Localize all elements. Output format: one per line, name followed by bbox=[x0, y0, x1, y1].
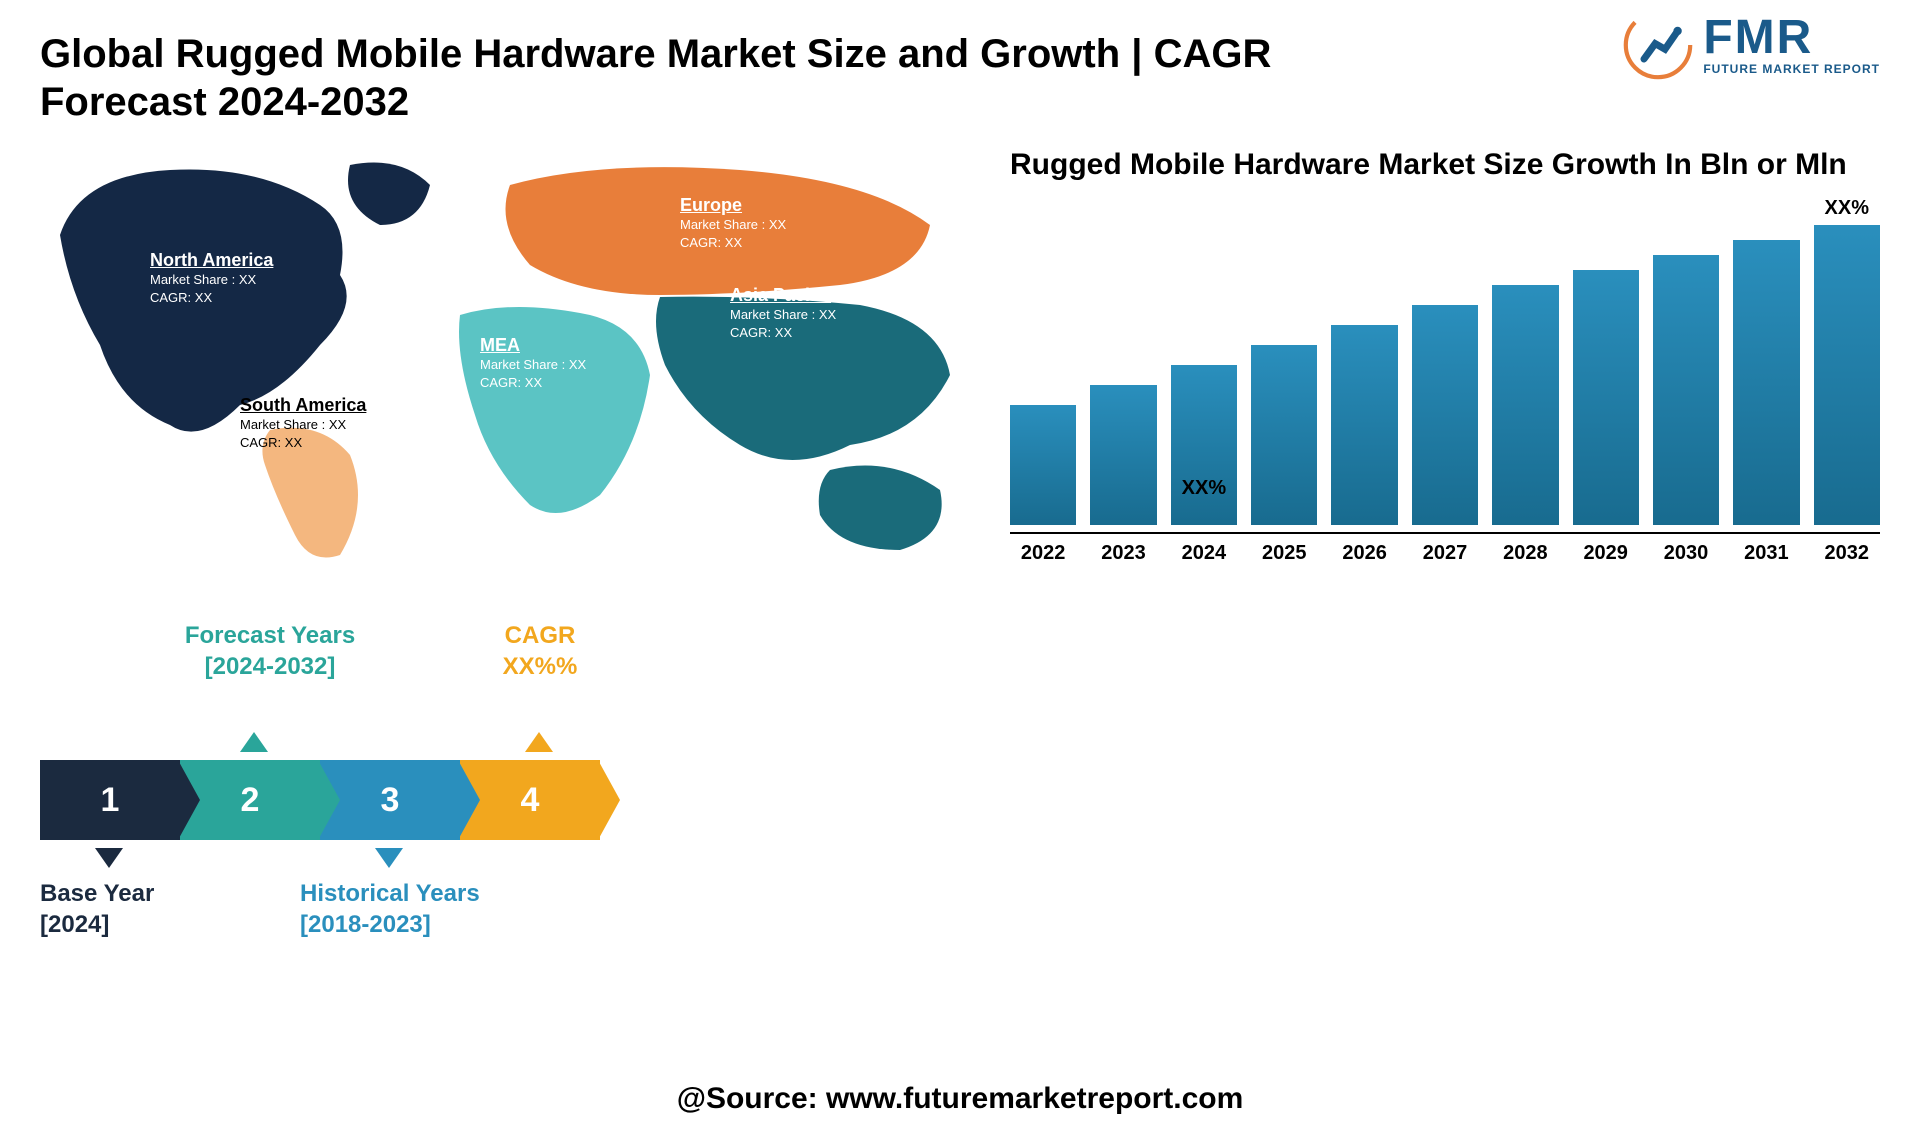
bar-rect bbox=[1814, 225, 1880, 525]
tl-arrow bbox=[458, 760, 480, 840]
region-sa-cagr: CAGR: XX bbox=[240, 434, 366, 452]
bar-rect bbox=[1733, 240, 1799, 525]
tl-arrow bbox=[318, 760, 340, 840]
tl-hist-l1: Historical Years bbox=[300, 880, 480, 907]
region-na-cagr: CAGR: XX bbox=[150, 289, 273, 307]
region-label-ap: Asia Pacific Market Share : XX CAGR: XX bbox=[730, 285, 836, 342]
bar-2026 bbox=[1331, 325, 1397, 525]
source-footer: @Source: www.futuremarketreport.com bbox=[0, 1082, 1920, 1116]
xaxis-year: 2025 bbox=[1251, 534, 1317, 565]
tl-ptr-historical bbox=[375, 848, 403, 868]
xaxis-year: 2026 bbox=[1331, 534, 1397, 565]
tl-cagr-l2: XX%% bbox=[503, 653, 578, 680]
xaxis-year: 2032 bbox=[1814, 534, 1880, 565]
xaxis-year: 2028 bbox=[1492, 534, 1558, 565]
region-mea-share: Market Share : XX bbox=[480, 356, 586, 374]
tl-seg-4: 4 bbox=[460, 760, 600, 840]
tl-arrow bbox=[178, 760, 200, 840]
region-na-name: North America bbox=[150, 250, 273, 271]
tl-forecast-l1: Forecast Years bbox=[185, 622, 355, 649]
bar-2031 bbox=[1733, 240, 1799, 525]
region-eu-cagr: CAGR: XX bbox=[680, 234, 786, 252]
tl-label-base: Base Year [2024] bbox=[40, 878, 240, 940]
xaxis-year: 2027 bbox=[1412, 534, 1478, 565]
brand-logo: FMR FUTURE MARKET REPORT bbox=[1623, 10, 1880, 80]
region-label-sa: South America Market Share : XX CAGR: XX bbox=[240, 395, 366, 452]
bar-rect bbox=[1573, 270, 1639, 525]
xaxis-year: 2029 bbox=[1573, 534, 1639, 565]
tl-seg-3: 3 bbox=[320, 760, 460, 840]
bar-2030 bbox=[1653, 255, 1719, 525]
region-label-eu: Europe Market Share : XX CAGR: XX bbox=[680, 195, 786, 252]
spyglass-icon bbox=[1623, 10, 1693, 80]
bar-2024: XX% bbox=[1171, 365, 1237, 525]
region-ap-name: Asia Pacific bbox=[730, 285, 836, 306]
page-title: Global Rugged Mobile Hardware Market Siz… bbox=[40, 30, 1440, 126]
years-timeline: Forecast Years [2024-2032] CAGR XX%% 123… bbox=[40, 620, 600, 980]
bar-rect bbox=[1171, 365, 1237, 525]
tl-arrow bbox=[598, 760, 620, 840]
tl-ptr-forecast bbox=[240, 732, 268, 752]
region-mea-name: MEA bbox=[480, 335, 586, 356]
region-ap-share: Market Share : XX bbox=[730, 306, 836, 324]
bar-rect bbox=[1010, 405, 1076, 525]
tl-label-historical: Historical Years [2018-2023] bbox=[300, 878, 540, 940]
xaxis-year: 2031 bbox=[1733, 534, 1799, 565]
bar-2022 bbox=[1010, 405, 1076, 525]
logo-text-sub: FUTURE MARKET REPORT bbox=[1703, 62, 1880, 76]
growth-bar-chart: Rugged Mobile Hardware Market Size Growt… bbox=[1010, 145, 1880, 565]
region-eu-name: Europe bbox=[680, 195, 786, 216]
bar-value-label: XX% bbox=[1825, 197, 1869, 219]
bar-2023 bbox=[1090, 385, 1156, 525]
logo-text-fmr: FMR bbox=[1703, 14, 1880, 62]
chart-title: Rugged Mobile Hardware Market Size Growt… bbox=[1010, 145, 1880, 184]
xaxis-year: 2024 bbox=[1171, 534, 1237, 565]
bar-2032: XX% bbox=[1814, 225, 1880, 525]
tl-forecast-l2: [2024-2032] bbox=[205, 653, 336, 680]
xaxis-year: 2023 bbox=[1090, 534, 1156, 565]
xaxis-year: 2030 bbox=[1653, 534, 1719, 565]
region-na-share: Market Share : XX bbox=[150, 271, 273, 289]
bar-rect bbox=[1412, 305, 1478, 525]
xaxis-year: 2022 bbox=[1010, 534, 1076, 565]
tl-base-l2: [2024] bbox=[40, 911, 109, 938]
tl-strip: 1234 bbox=[40, 760, 600, 840]
tl-label-forecast: Forecast Years [2024-2032] bbox=[170, 620, 370, 682]
region-eu-share: Market Share : XX bbox=[680, 216, 786, 234]
tl-ptr-cagr bbox=[525, 732, 553, 752]
tl-seg-1: 1 bbox=[40, 760, 180, 840]
bar-2027 bbox=[1412, 305, 1478, 525]
region-label-na: North America Market Share : XX CAGR: XX bbox=[150, 250, 273, 307]
region-ap-australia bbox=[819, 466, 942, 551]
tl-base-l1: Base Year bbox=[40, 880, 154, 907]
tl-label-cagr: CAGR XX%% bbox=[480, 620, 600, 682]
bar-2028 bbox=[1492, 285, 1558, 525]
region-sa-name: South America bbox=[240, 395, 366, 416]
bar-2025 bbox=[1251, 345, 1317, 525]
bar-rect bbox=[1653, 255, 1719, 525]
tl-seg-2: 2 bbox=[180, 760, 320, 840]
bar-rect bbox=[1331, 325, 1397, 525]
tl-cagr-l1: CAGR bbox=[505, 622, 576, 649]
world-map: North America Market Share : XX CAGR: XX… bbox=[40, 145, 980, 565]
region-sa-share: Market Share : XX bbox=[240, 416, 366, 434]
tl-hist-l2: [2018-2023] bbox=[300, 911, 431, 938]
region-na-greenland bbox=[348, 163, 430, 226]
region-ap-cagr: CAGR: XX bbox=[730, 324, 836, 342]
region-mea-cagr: CAGR: XX bbox=[480, 374, 586, 392]
region-label-mea: MEA Market Share : XX CAGR: XX bbox=[480, 335, 586, 392]
bar-2029 bbox=[1573, 270, 1639, 525]
bar-rect bbox=[1492, 285, 1558, 525]
tl-ptr-base bbox=[95, 848, 123, 868]
bar-rect bbox=[1251, 345, 1317, 525]
bar-rect bbox=[1090, 385, 1156, 525]
